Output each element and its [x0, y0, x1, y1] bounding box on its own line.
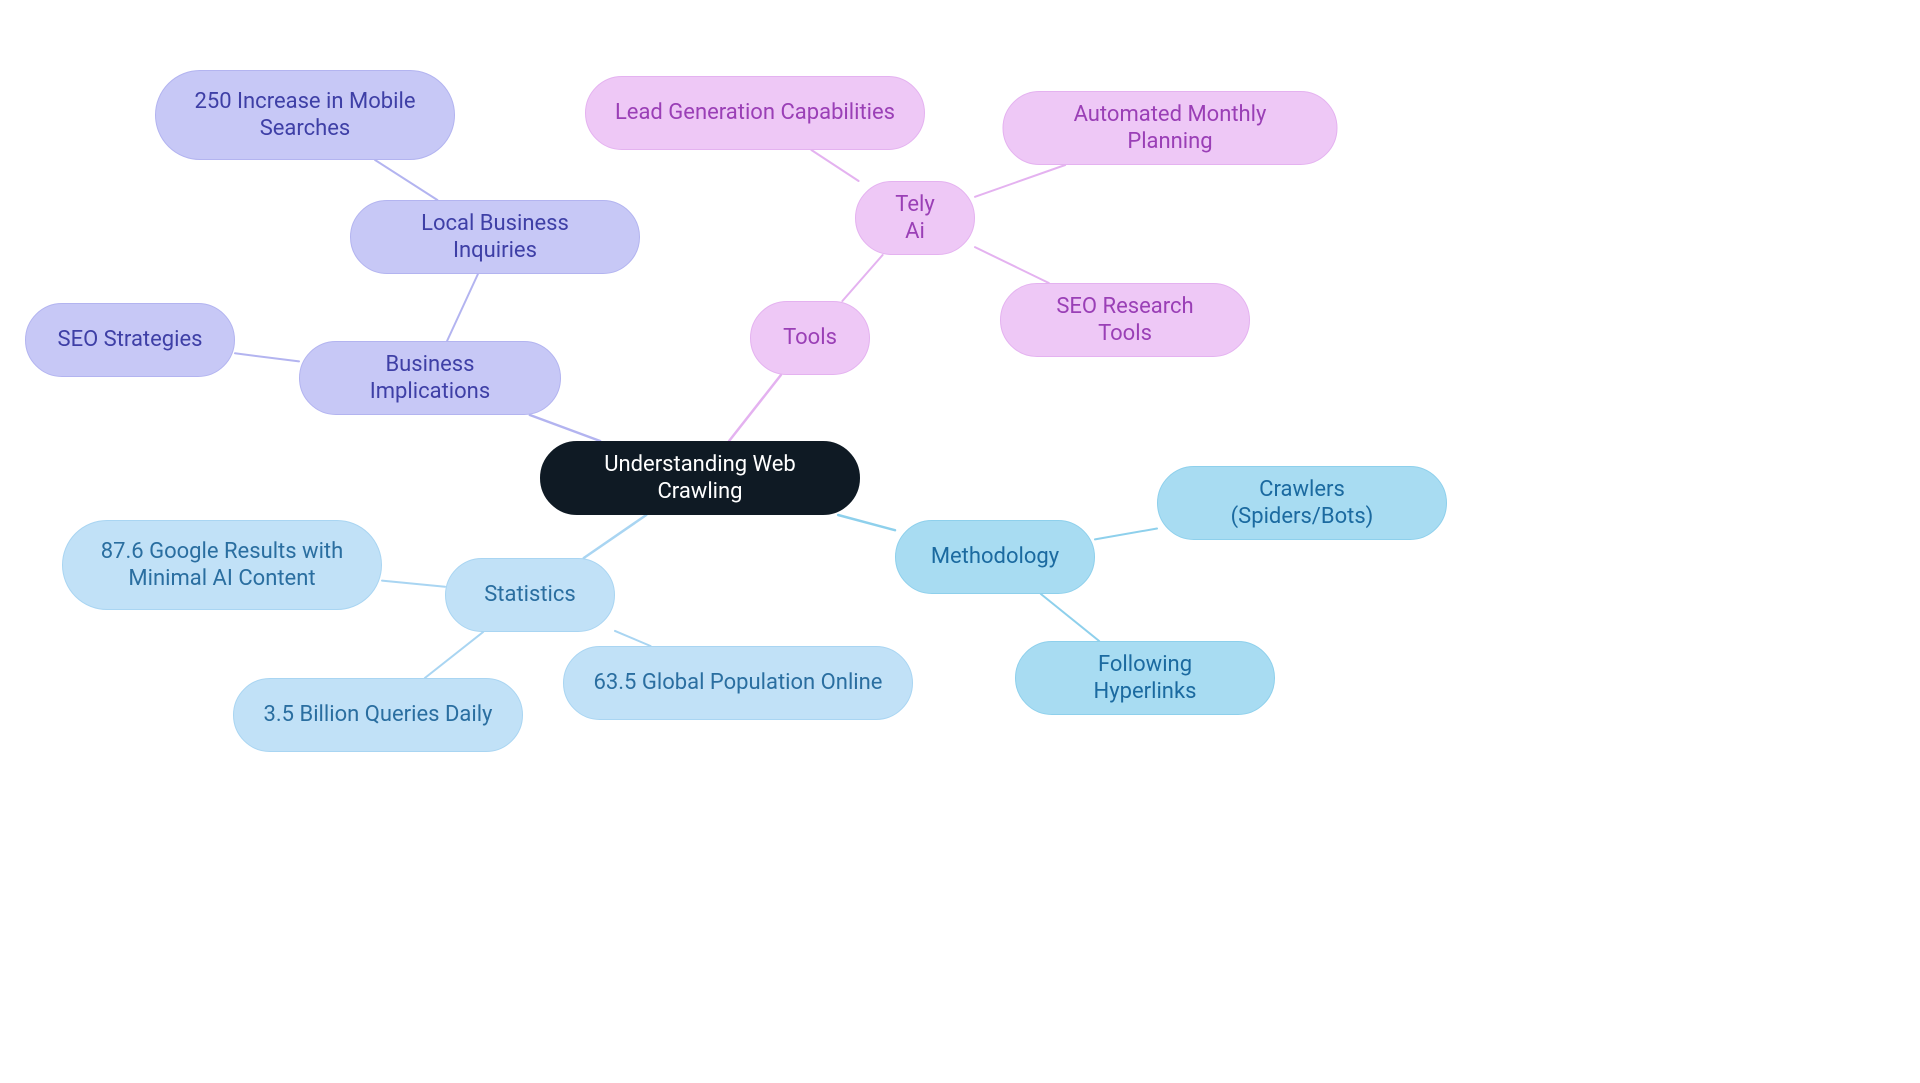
node-autoplan: Automated Monthly Planning [1003, 91, 1338, 165]
edge-tools-tely [842, 255, 882, 301]
node-method_crawlers: Crawlers (Spiders/Bots) [1157, 466, 1447, 540]
diagram-canvas: Understanding Web Crawling Business Impli… [0, 0, 1920, 1083]
edge-tely-autoplan [975, 165, 1065, 197]
edge-bi-bi_local [447, 274, 478, 341]
edge-root-bi [530, 415, 600, 441]
edge-root-stats [584, 515, 646, 558]
node-stats_queries: 3.5 Billion Queries Daily [233, 678, 523, 752]
edge-stats-stats_pop [615, 631, 651, 646]
node-leadgen: Lead Generation Capabilities [585, 76, 925, 150]
node-root: Understanding Web Crawling [540, 441, 860, 515]
node-bi: Business Implications [299, 341, 561, 415]
node-seoresearch: SEO Research Tools [1000, 283, 1250, 357]
edge-root-tools [729, 375, 781, 441]
node-stats: Statistics [445, 558, 615, 632]
node-stats_ai: 87.6 Google Results with Minimal AI Cont… [62, 520, 382, 610]
node-stats_pop: 63.5 Global Population Online [563, 646, 913, 720]
node-tely: Tely Ai [855, 181, 975, 255]
node-bi_local: Local Business Inquiries [350, 200, 640, 274]
node-tools: Tools [750, 301, 870, 375]
edge-stats-stats_ai [382, 581, 445, 587]
node-bi_seo: SEO Strategies [25, 303, 235, 377]
edge-bi-bi_seo [235, 353, 299, 361]
edge-tely-leadgen [811, 150, 858, 181]
edge-tely-seoresearch [975, 247, 1049, 283]
edge-method-method_crawlers [1095, 529, 1157, 540]
edge-bi_local-bi_mobile [375, 160, 437, 200]
edge-root-method [838, 515, 895, 530]
node-bi_mobile: 250 Increase in Mobile Searches [155, 70, 455, 160]
node-method: Methodology [895, 520, 1095, 594]
edge-stats-stats_queries [425, 632, 483, 678]
edge-method-method_links [1041, 594, 1099, 641]
node-method_links: Following Hyperlinks [1015, 641, 1275, 715]
